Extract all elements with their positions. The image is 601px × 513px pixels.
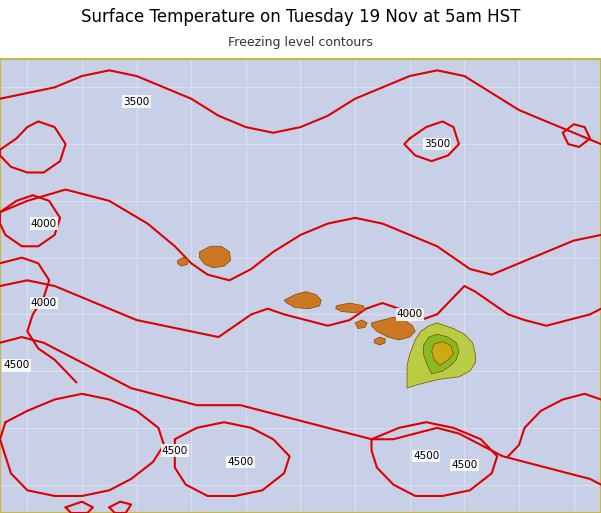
Text: 3500: 3500 (424, 139, 450, 149)
Text: 4000: 4000 (397, 309, 423, 320)
Polygon shape (355, 320, 367, 328)
Polygon shape (407, 323, 475, 388)
Text: 4500: 4500 (3, 361, 29, 370)
Text: Freezing level contours: Freezing level contours (228, 36, 373, 49)
Polygon shape (284, 292, 322, 309)
Polygon shape (336, 303, 365, 312)
Text: 4500: 4500 (227, 457, 254, 467)
Text: 4500: 4500 (413, 451, 439, 461)
Polygon shape (374, 337, 385, 345)
Text: 3500: 3500 (123, 96, 150, 107)
Text: Surface Temperature on Tuesday 19 Nov at 5am HST: Surface Temperature on Tuesday 19 Nov at… (81, 8, 520, 26)
Polygon shape (432, 342, 454, 365)
Text: 4500: 4500 (451, 460, 478, 470)
Polygon shape (177, 258, 189, 266)
Polygon shape (200, 246, 231, 268)
Polygon shape (371, 317, 415, 340)
Text: 4000: 4000 (31, 298, 56, 308)
Text: 4500: 4500 (162, 446, 188, 456)
Polygon shape (424, 334, 459, 374)
Text: 4000: 4000 (31, 219, 56, 229)
